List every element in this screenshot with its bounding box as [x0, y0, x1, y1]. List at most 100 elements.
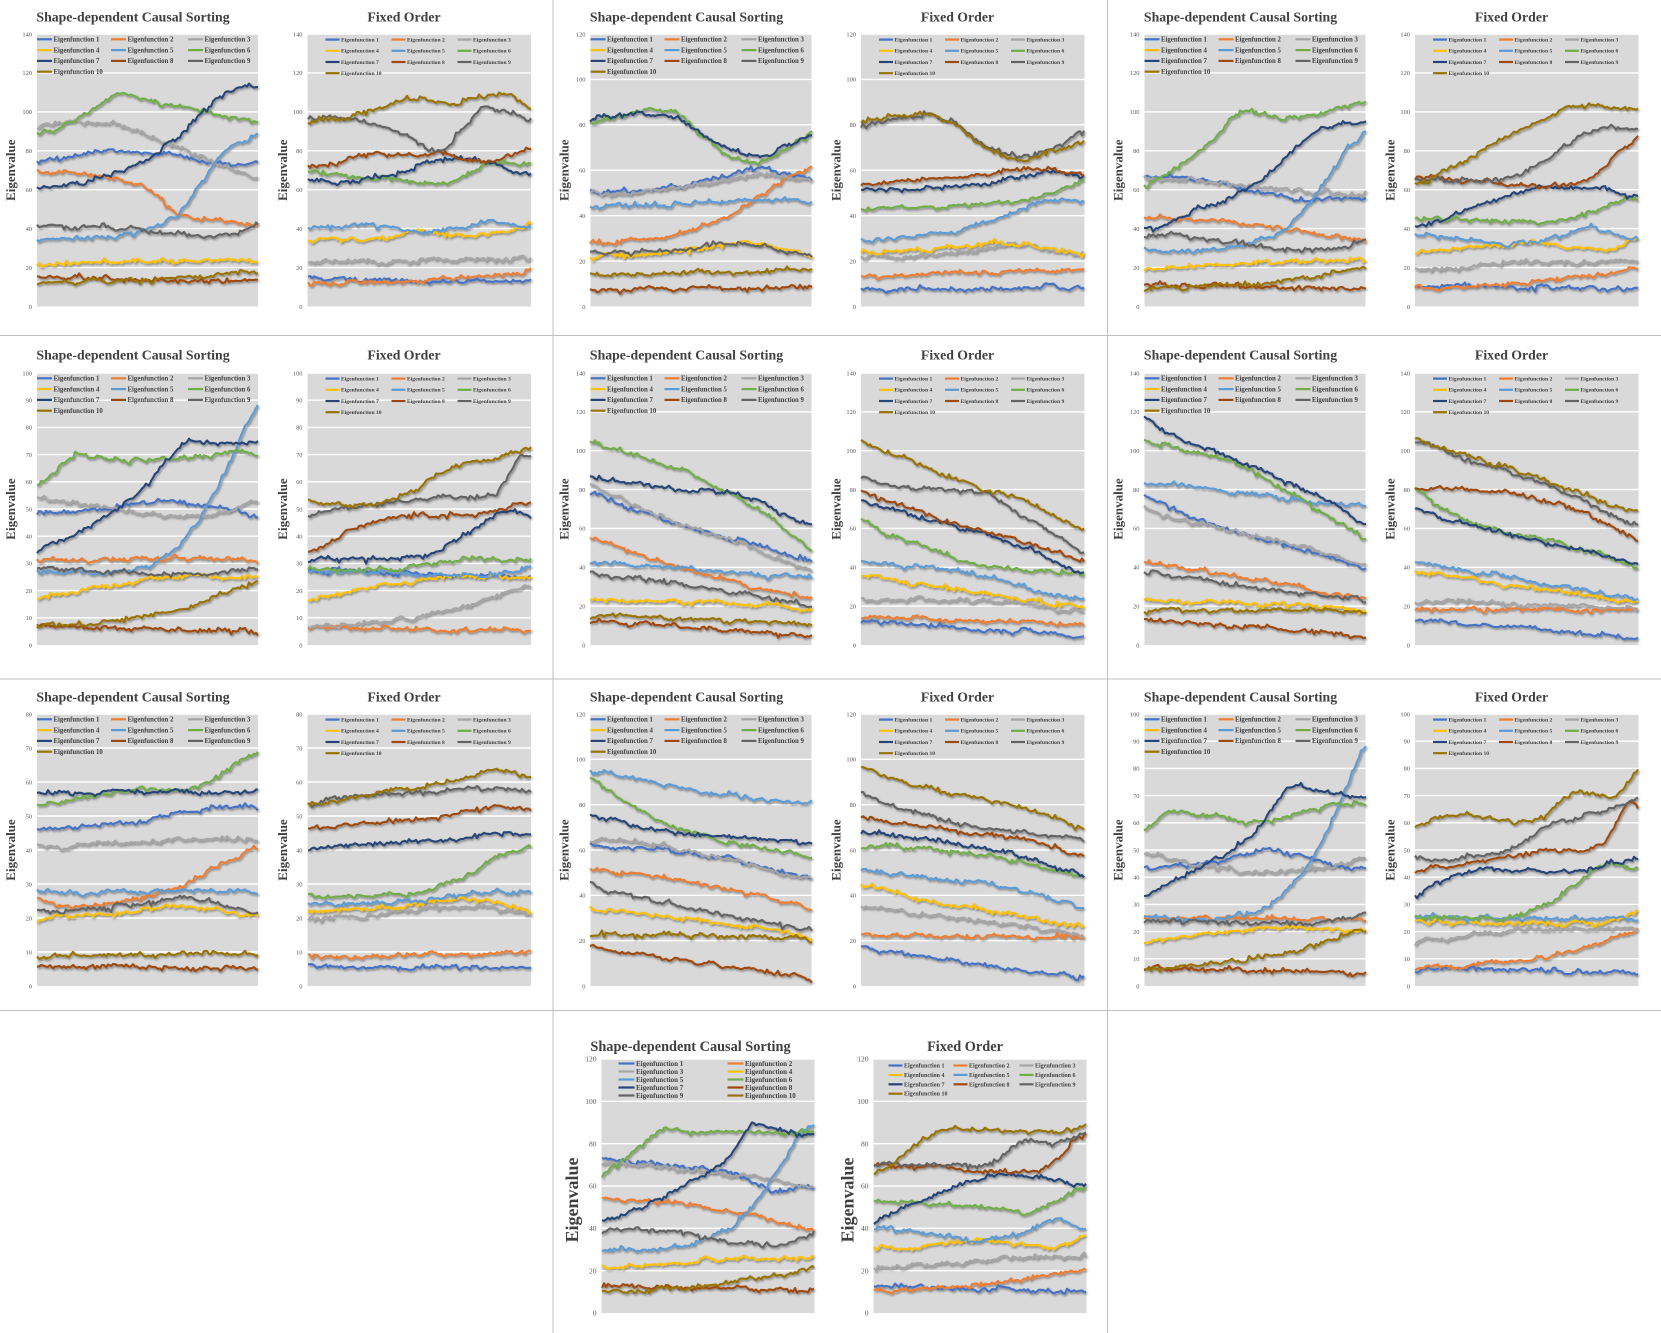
svg-text:Eigenfunction 8: Eigenfunction 8 [961, 740, 999, 746]
svg-text:Eigenfunction 8: Eigenfunction 8 [681, 397, 727, 404]
svg-text:80: 80 [1404, 148, 1410, 155]
svg-text:Eigenfunction 1: Eigenfunction 1 [1449, 718, 1487, 724]
svg-text:Eigenfunction 5: Eigenfunction 5 [681, 47, 727, 54]
svg-text:Eigenfunction 9: Eigenfunction 9 [1027, 399, 1065, 405]
svg-text:Eigenvalue: Eigenvalue [1111, 139, 1126, 201]
svg-text:Eigenfunction 9: Eigenfunction 9 [473, 740, 511, 746]
svg-text:Eigenfunction 9: Eigenfunction 9 [1581, 399, 1619, 405]
svg-text:Eigenfunction 7: Eigenfunction 7 [607, 397, 653, 404]
svg-text:Eigenfunction 1: Eigenfunction 1 [341, 377, 379, 383]
svg-text:Eigenfunction 4: Eigenfunction 4 [895, 388, 933, 394]
svg-text:70: 70 [296, 745, 302, 752]
svg-text:0: 0 [582, 983, 585, 990]
svg-text:Eigenfunction 8: Eigenfunction 8 [1515, 60, 1553, 66]
svg-text:Eigenfunction 4: Eigenfunction 4 [607, 386, 653, 393]
svg-text:Eigenvalue: Eigenvalue [557, 478, 572, 540]
svg-text:Eigenvalue: Eigenvalue [829, 478, 844, 540]
svg-text:Eigenfunction 5: Eigenfunction 5 [407, 729, 445, 735]
svg-text:40: 40 [579, 565, 585, 572]
svg-text:0: 0 [1136, 642, 1139, 649]
svg-text:Eigenfunction 6: Eigenfunction 6 [1035, 1073, 1076, 1079]
svg-text:Eigenfunction 9: Eigenfunction 9 [205, 738, 251, 745]
svg-text:10: 10 [1404, 956, 1410, 963]
svg-text:Eigenfunction 7: Eigenfunction 7 [341, 399, 379, 405]
svg-text:120: 120 [846, 409, 856, 416]
svg-text:Eigenfunction 7: Eigenfunction 7 [636, 1084, 684, 1092]
svg-text:100: 100 [576, 757, 586, 764]
svg-text:Eigenvalue: Eigenvalue [275, 478, 290, 540]
svg-text:100: 100 [1130, 711, 1140, 718]
svg-text:20: 20 [1133, 265, 1139, 272]
svg-text:Eigenfunction 10: Eigenfunction 10 [54, 69, 104, 76]
svg-text:120: 120 [857, 1055, 869, 1064]
svg-text:100: 100 [846, 757, 856, 764]
svg-text:Fixed Order: Fixed Order [921, 10, 994, 25]
svg-text:80: 80 [861, 1139, 869, 1148]
svg-text:20: 20 [26, 265, 32, 272]
svg-text:140: 140 [1400, 31, 1410, 38]
svg-text:Eigenfunction 7: Eigenfunction 7 [54, 58, 100, 65]
svg-text:Eigenfunction 5: Eigenfunction 5 [1235, 386, 1281, 393]
svg-text:Eigenfunction 1: Eigenfunction 1 [1161, 37, 1207, 44]
svg-text:0: 0 [29, 983, 32, 990]
svg-text:Eigenfunction 10: Eigenfunction 10 [607, 749, 657, 756]
svg-text:Eigenvalue: Eigenvalue [557, 819, 572, 881]
svg-text:20: 20 [1133, 603, 1139, 610]
svg-text:Eigenvalue: Eigenvalue [3, 478, 18, 540]
svg-text:0: 0 [1407, 304, 1410, 311]
svg-text:Eigenfunction 1: Eigenfunction 1 [54, 376, 100, 383]
svg-text:Eigenfunction 10: Eigenfunction 10 [607, 69, 657, 76]
svg-text:Eigenfunction 8: Eigenfunction 8 [128, 738, 174, 745]
svg-text:40: 40 [1133, 226, 1139, 233]
svg-text:Eigenfunction 10: Eigenfunction 10 [745, 1092, 796, 1100]
svg-text:Eigenfunction 10: Eigenfunction 10 [341, 71, 382, 77]
svg-text:Eigenfunction 9: Eigenfunction 9 [1581, 740, 1619, 746]
svg-text:0: 0 [853, 304, 856, 311]
svg-text:Eigenvalue: Eigenvalue [557, 139, 572, 201]
svg-text:90: 90 [1133, 739, 1139, 746]
svg-text:50: 50 [26, 506, 32, 513]
svg-text:120: 120 [1130, 409, 1140, 416]
svg-text:Eigenfunction 8: Eigenfunction 8 [961, 399, 999, 405]
svg-text:Eigenfunction 10: Eigenfunction 10 [1161, 69, 1211, 76]
svg-text:Fixed Order: Fixed Order [921, 348, 994, 363]
svg-text:Eigenfunction 4: Eigenfunction 4 [54, 47, 100, 54]
svg-text:Eigenfunction 10: Eigenfunction 10 [904, 1092, 948, 1098]
svg-text:Eigenfunction 4: Eigenfunction 4 [904, 1073, 945, 1079]
svg-text:0: 0 [593, 1309, 597, 1318]
svg-text:140: 140 [1400, 370, 1410, 377]
svg-text:120: 120 [585, 1055, 597, 1064]
svg-text:Eigenfunction 9: Eigenfunction 9 [636, 1092, 684, 1100]
svg-text:60: 60 [1133, 526, 1139, 533]
svg-text:Eigenfunction 9: Eigenfunction 9 [205, 58, 251, 65]
svg-text:Eigenfunction 5: Eigenfunction 5 [681, 386, 727, 393]
svg-text:60: 60 [1404, 820, 1410, 827]
svg-text:20: 20 [1404, 603, 1410, 610]
svg-text:Eigenfunction 9: Eigenfunction 9 [758, 738, 804, 745]
svg-text:Eigenfunction 1: Eigenfunction 1 [895, 38, 933, 44]
svg-text:Eigenfunction 8: Eigenfunction 8 [681, 738, 727, 745]
svg-text:0: 0 [29, 304, 32, 311]
svg-text:Eigenfunction 6: Eigenfunction 6 [1581, 388, 1619, 394]
svg-text:50: 50 [1404, 847, 1410, 854]
svg-text:30: 30 [1133, 902, 1139, 909]
svg-text:Eigenfunction 4: Eigenfunction 4 [1161, 727, 1207, 734]
svg-text:Eigenfunction 9: Eigenfunction 9 [1312, 738, 1358, 745]
svg-text:Eigenfunction 6: Eigenfunction 6 [1312, 386, 1358, 393]
svg-text:0: 0 [865, 1309, 869, 1318]
svg-text:Eigenfunction 8: Eigenfunction 8 [407, 60, 445, 66]
svg-text:Eigenfunction 4: Eigenfunction 4 [54, 727, 100, 734]
svg-text:Eigenfunction 2: Eigenfunction 2 [1515, 38, 1553, 44]
svg-text:90: 90 [296, 398, 302, 405]
svg-text:Eigenfunction 7: Eigenfunction 7 [607, 738, 653, 745]
svg-text:80: 80 [1404, 766, 1410, 773]
svg-text:Eigenfunction 9: Eigenfunction 9 [1581, 60, 1619, 66]
svg-text:Eigenfunction 3: Eigenfunction 3 [1035, 1064, 1076, 1070]
svg-text:Eigenfunction 1: Eigenfunction 1 [1161, 717, 1207, 724]
svg-text:Eigenfunction 8: Eigenfunction 8 [1235, 58, 1281, 65]
svg-text:30: 30 [296, 881, 302, 888]
svg-text:Eigenfunction 10: Eigenfunction 10 [1449, 410, 1490, 416]
svg-text:100: 100 [857, 1097, 869, 1106]
svg-text:Eigenfunction 8: Eigenfunction 8 [128, 397, 174, 404]
svg-text:140: 140 [576, 370, 586, 377]
